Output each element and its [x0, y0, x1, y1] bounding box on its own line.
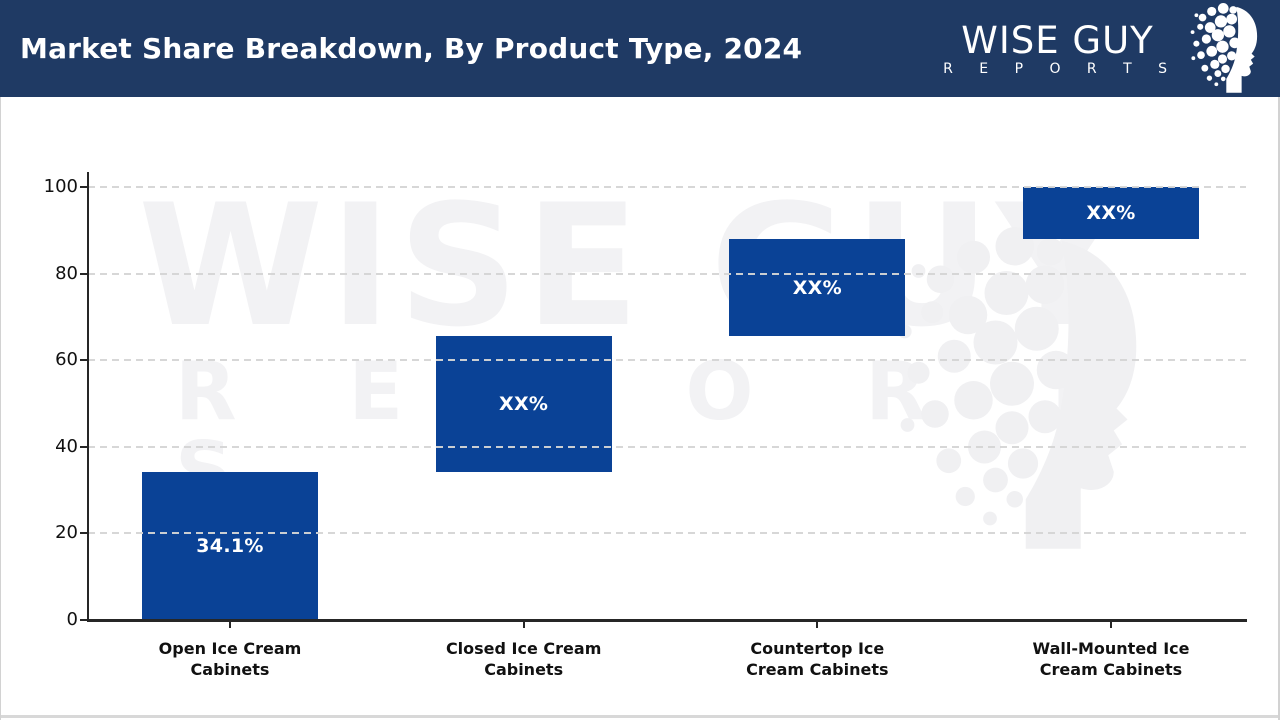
x-axis-tickmark — [1110, 621, 1112, 628]
logo-subtitle: R E P O R T S — [943, 60, 1178, 77]
gridline — [88, 272, 1246, 275]
y-axis-tick-label: 100 — [43, 176, 78, 197]
y-axis-tick-label: 20 — [55, 522, 78, 544]
gridline — [88, 359, 1246, 362]
x-axis-tickmark — [522, 621, 525, 628]
bar-segment: XX% — [729, 238, 906, 337]
bar-segment: 34.1% — [142, 472, 318, 620]
y-axis-tick-label: 80 — [55, 262, 78, 284]
y-axis-line — [87, 172, 89, 622]
y-axis-tick-label: 60 — [55, 349, 78, 371]
x-axis-line — [87, 619, 1247, 622]
chart-title: Market Share Breakdown, By Product Type,… — [20, 32, 803, 65]
bar-value-label: 34.1% — [196, 535, 264, 558]
bar-segment: XX% — [435, 336, 612, 473]
header: Market Share Breakdown, By Product Type,… — [0, 0, 1280, 97]
bar-value-label: XX% — [1086, 201, 1136, 224]
y-axis-tick-label: 0 — [66, 609, 78, 630]
bar-value-label: XX% — [792, 276, 842, 299]
brand-logo: WISE GUY R E P O R T S — [937, 0, 1266, 97]
y-axis-tickmark — [80, 532, 88, 535]
bar-segment: XX% — [1023, 187, 1199, 239]
logo-text: WISE GUY R E P O R T S — [937, 22, 1178, 76]
page-left-border — [0, 97, 1, 720]
page-bottom-border — [0, 715, 1280, 718]
y-axis-tickmark — [80, 619, 88, 621]
gridline — [88, 186, 1246, 188]
waterfall-chart: WISE GUY R E P O R T S 34.1% Open Ice Cre… — [0, 97, 1280, 720]
gridline — [88, 532, 1246, 535]
gridline — [88, 445, 1246, 448]
x-axis-tickmark — [816, 621, 819, 628]
watermark: WISE GUY R E P O R T S — [0, 97, 1280, 720]
y-axis-tick-label: 40 — [55, 435, 78, 457]
logo-wordmark: WISE GUY — [961, 18, 1154, 62]
y-axis-tickmark — [80, 186, 88, 188]
x-axis-category-label: Open Ice Cream Cabinets — [158, 639, 302, 679]
x-axis-tickmark — [229, 621, 231, 628]
x-axis-category-label: Countertop Ice Cream Cabinets — [746, 639, 889, 679]
page-right-border — [1278, 97, 1280, 720]
x-axis-category-label: Closed Ice Cream Cabinets — [445, 639, 602, 679]
bar-value-label: XX% — [499, 393, 549, 416]
y-axis-tickmark — [80, 359, 88, 362]
y-axis-tickmark — [80, 272, 88, 275]
x-axis-category-label: Wall-Mounted Ice Cream Cabinets — [1032, 639, 1190, 679]
y-axis-tickmark — [80, 445, 88, 448]
